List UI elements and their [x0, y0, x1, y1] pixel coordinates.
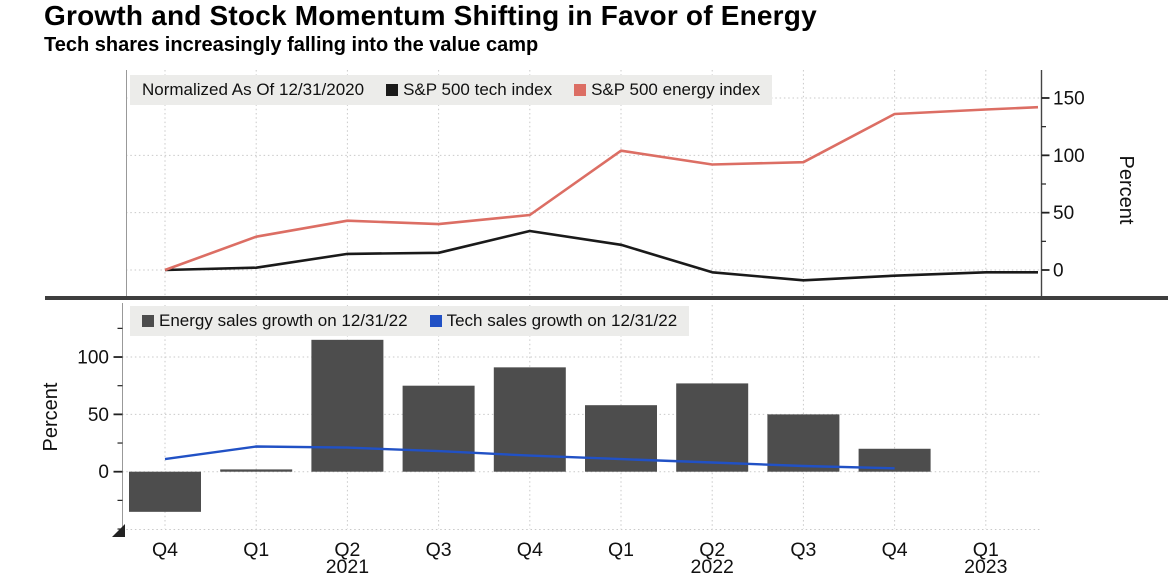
page-title: Growth and Stock Momentum Shifting in Fa… [44, 0, 817, 31]
legend-label-tech-growth: Tech sales growth on 12/31/22 [446, 311, 678, 330]
energy-growth-bar [858, 448, 931, 472]
page-subtitle: Tech shares increasingly falling into th… [44, 34, 539, 56]
legend-item-tech-index: S&P 500 tech index [386, 80, 552, 100]
x-tick-label: Q4 [152, 539, 178, 561]
legend-label-energy-index: S&P 500 energy index [591, 80, 760, 99]
bottom-y-tick-label: 100 [77, 348, 109, 369]
x-tick-label: Q2 [699, 539, 725, 561]
x-year-label: 2023 [964, 556, 1007, 574]
legend-swatch-energy-index [574, 84, 587, 96]
x-tick-label: Q3 [790, 539, 816, 561]
top-y-tick-label: 100 [1053, 146, 1085, 167]
legend-label-energy-growth: Energy sales growth on 12/31/22 [159, 311, 408, 330]
energy-index-line [164, 105, 1039, 272]
x-tick-label: Q4 [882, 539, 908, 561]
energy-growth-bar [767, 414, 840, 472]
legend-swatch-energy-growth [142, 315, 154, 327]
energy-growth-bar [129, 471, 201, 512]
x-tick-label: Q4 [517, 539, 543, 561]
top-y-tick-label: 50 [1053, 203, 1074, 224]
legend-item-energy-growth: Energy sales growth on 12/31/22 [142, 311, 408, 331]
energy-growth-bar [220, 469, 293, 472]
tech-growth-line [164, 445, 895, 470]
x-tick-label: Q2 [334, 539, 360, 561]
panel-divider [45, 296, 1168, 300]
x-tick-label: Q1 [608, 539, 634, 561]
legend-swatch-tech-growth [429, 315, 442, 327]
x-tick-label: Q1 [973, 539, 999, 561]
energy-growth-bar [402, 385, 475, 472]
x-tick-label: Q1 [243, 539, 269, 561]
x-tick-label: Q3 [426, 539, 452, 561]
legend-label-tech-index: S&P 500 tech index [403, 80, 553, 99]
bottom-chart-legend: Energy sales growth on 12/31/22 Tech sal… [130, 306, 690, 336]
legend-swatch-tech-index [386, 84, 399, 96]
bottom-y-axis-title: Percent [40, 382, 62, 451]
legend-note: Normalized As Of 12/31/2020 [142, 80, 365, 99]
top-chart-legend: Normalized As Of 12/31/2020 S&P 500 tech… [130, 75, 772, 105]
x-year-label: 2022 [691, 556, 734, 574]
energy-growth-bar [676, 383, 749, 472]
top-y-tick-label: 0 [1053, 261, 1064, 282]
energy-growth-bar [311, 339, 384, 472]
energy-growth-bar [585, 405, 657, 472]
tech-index-line [164, 229, 1038, 282]
top-y-tick-label: 150 [1053, 88, 1085, 109]
x-year-label: 2021 [326, 556, 369, 574]
legend-item-energy-index: S&P 500 energy index [574, 80, 760, 100]
bottom-y-tick-label: 0 [98, 462, 109, 483]
axis-corner-marker [112, 524, 125, 537]
bottom-y-tick-label: 50 [88, 405, 109, 426]
top-y-axis-title: Percent [1115, 156, 1137, 225]
legend-item-tech-growth: Tech sales growth on 12/31/22 [429, 311, 678, 331]
